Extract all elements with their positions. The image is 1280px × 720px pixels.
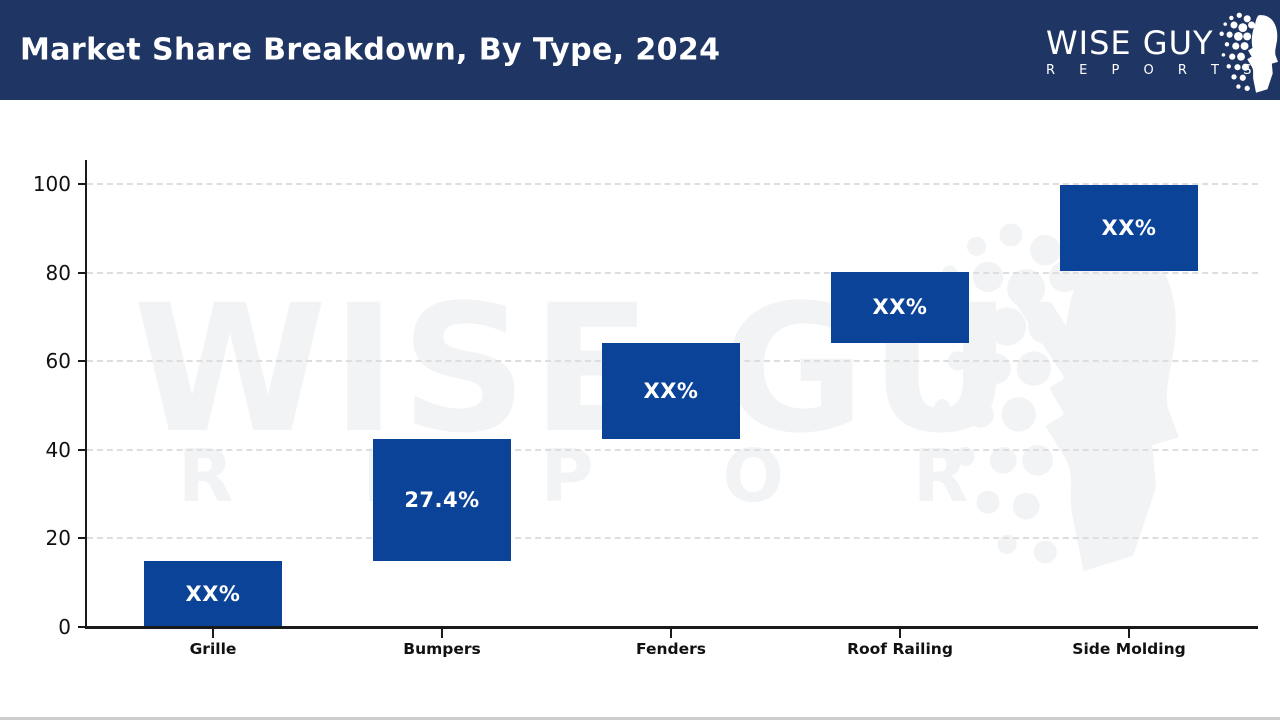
bar-value-label: XX% — [643, 379, 699, 404]
footer-divider — [0, 717, 1280, 720]
bar-value-label: XX% — [872, 295, 928, 320]
bar-fenders: XX% — [602, 342, 740, 440]
gridline-100 — [87, 183, 1258, 186]
gridline-40 — [87, 448, 1258, 451]
x-category-label-bumpers: Bumpers — [403, 640, 481, 658]
bar-value-label: XX% — [1101, 216, 1157, 241]
logo-subtitle: R E P O R T S — [1046, 63, 1262, 78]
y-tick-mark-40 — [78, 448, 87, 451]
y-tick-label-100: 100 — [32, 172, 71, 197]
x-tick-mark-1 — [212, 629, 214, 638]
y-tick-mark-0 — [78, 626, 87, 628]
bar-value-label: 27.4% — [404, 487, 480, 512]
page-title: Market Share Breakdown, By Type, 2024 — [20, 32, 721, 68]
y-axis-line — [85, 160, 87, 629]
x-tick-mark-2 — [441, 629, 443, 638]
y-tick-mark-100 — [78, 183, 87, 186]
head-profile-logo-icon — [1219, 12, 1278, 93]
x-category-label-fenders: Fenders — [636, 640, 706, 658]
bar-bumpers: 27.4% — [373, 439, 511, 561]
x-category-label-side-molding: Side Molding — [1072, 640, 1186, 658]
x-tick-mark-4 — [899, 629, 901, 638]
x-tick-mark-5 — [1128, 629, 1130, 638]
bar-side-molding: XX% — [1060, 185, 1198, 272]
y-tick-label-60: 60 — [45, 349, 71, 374]
bar-grille: XX% — [144, 560, 282, 627]
x-axis-line — [85, 626, 1258, 629]
y-tick-label-40: 40 — [45, 437, 71, 462]
bar-roof-railing: XX% — [831, 271, 969, 343]
x-tick-mark-3 — [670, 629, 672, 638]
header-bar: Market Share Breakdown, By Type, 2024 WI… — [0, 0, 1280, 100]
watermark-head-profile-icon — [924, 223, 1179, 572]
wiseguy-logo: WISE GUY R E P O R T S — [1018, 4, 1280, 98]
y-tick-mark-20 — [78, 537, 87, 540]
gridline-20 — [87, 537, 1258, 540]
gridline-80 — [87, 271, 1258, 274]
x-category-label-roof-railing: Roof Railing — [847, 640, 953, 658]
y-tick-mark-80 — [78, 271, 87, 274]
bar-value-label: XX% — [185, 581, 241, 606]
y-tick-label-20: 20 — [45, 526, 71, 551]
y-tick-label-0: 0 — [58, 615, 71, 639]
y-tick-label-80: 80 — [45, 260, 71, 285]
wiseguy-logo-text: WISE GUY R E P O R T S — [1046, 26, 1261, 79]
logo-wordmark: WISE GUY — [1046, 24, 1214, 62]
x-category-label-grille: Grille — [189, 640, 237, 658]
y-tick-mark-60 — [78, 360, 87, 363]
